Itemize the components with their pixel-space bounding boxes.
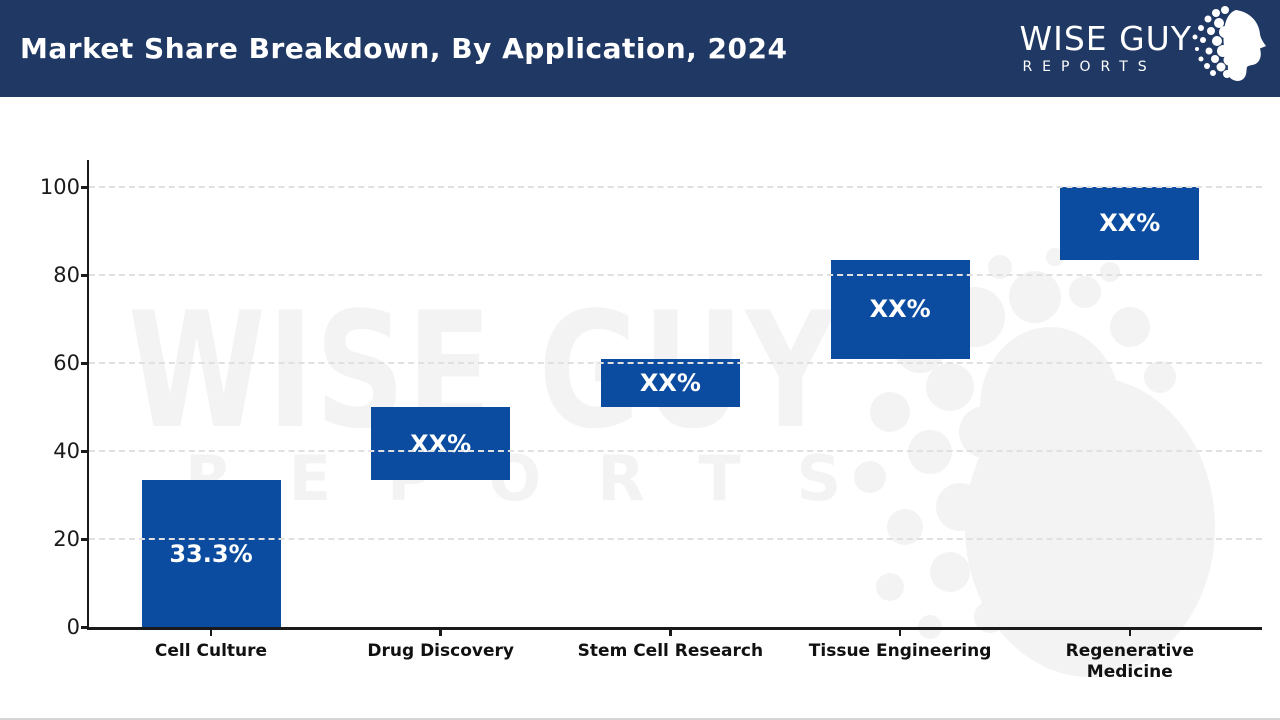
brand-name: WISE GUY bbox=[1019, 19, 1192, 58]
y-tick-80 bbox=[81, 274, 89, 277]
bar-stem-cell-research: XX% bbox=[600, 358, 740, 407]
y-tick-20 bbox=[81, 538, 89, 541]
y-tick-40 bbox=[81, 450, 89, 453]
y-tick-label-80: 80 bbox=[53, 263, 80, 287]
wiseguy-head-icon bbox=[1192, 5, 1266, 81]
gridline-20 bbox=[89, 538, 1262, 540]
y-tick-label-100: 100 bbox=[39, 175, 80, 199]
gridline-40 bbox=[89, 450, 1262, 452]
gridline-60 bbox=[89, 362, 1262, 364]
category-label: Drug Discovery bbox=[367, 641, 514, 661]
bar-value-label: XX% bbox=[869, 295, 931, 324]
page-title: Market Share Breakdown, By Application, … bbox=[20, 32, 788, 65]
brand-logo: WISE GUY REPORTS bbox=[1019, 4, 1272, 94]
gridline-100 bbox=[89, 186, 1262, 188]
bar-drug-discovery: XX% bbox=[371, 407, 511, 481]
y-tick-label-0: 0 bbox=[66, 615, 80, 639]
x-tick-3 bbox=[898, 628, 902, 636]
bar-value-label: XX% bbox=[639, 368, 701, 397]
chart-area: WISE GUY REPORTS 0 20 4 bbox=[0, 97, 1280, 718]
category-label: Stem Cell Research bbox=[577, 641, 764, 661]
y-tick-0 bbox=[81, 626, 89, 629]
category-label: Regenerative Medicine bbox=[1065, 641, 1194, 682]
y-tick-label-20: 20 bbox=[53, 527, 80, 551]
bar-value-label: XX% bbox=[410, 429, 472, 458]
bar-cell-culture: 33.3% bbox=[141, 480, 281, 627]
footer-divider bbox=[0, 718, 1280, 720]
bar-value-label: 33.3% bbox=[169, 539, 253, 568]
bar-regenerative-medicine: XX% bbox=[1060, 187, 1200, 260]
plot: 0 20 40 60 80 100 33.3% Cell Culture XX% Drug Dis… bbox=[0, 97, 1280, 718]
x-axis-line bbox=[86, 627, 1262, 630]
y-tick-100 bbox=[81, 186, 89, 189]
y-axis-line bbox=[86, 160, 89, 630]
brand-subtitle: REPORTS bbox=[1022, 59, 1157, 75]
bar-value-label: XX% bbox=[1099, 209, 1161, 238]
category-label: Cell Culture bbox=[154, 641, 268, 661]
category-label: Tissue Engineering bbox=[808, 641, 992, 661]
y-tick-60 bbox=[81, 362, 89, 365]
gridline-80 bbox=[89, 274, 1262, 276]
x-tick-2 bbox=[669, 628, 672, 636]
y-tick-label-40: 40 bbox=[53, 439, 80, 463]
brand-logo-text: WISE GUY REPORTS bbox=[1019, 19, 1192, 76]
header: Market Share Breakdown, By Application, … bbox=[0, 0, 1280, 97]
x-tick-1 bbox=[439, 628, 442, 636]
y-tick-label-60: 60 bbox=[53, 351, 80, 375]
x-tick-0 bbox=[209, 628, 213, 636]
